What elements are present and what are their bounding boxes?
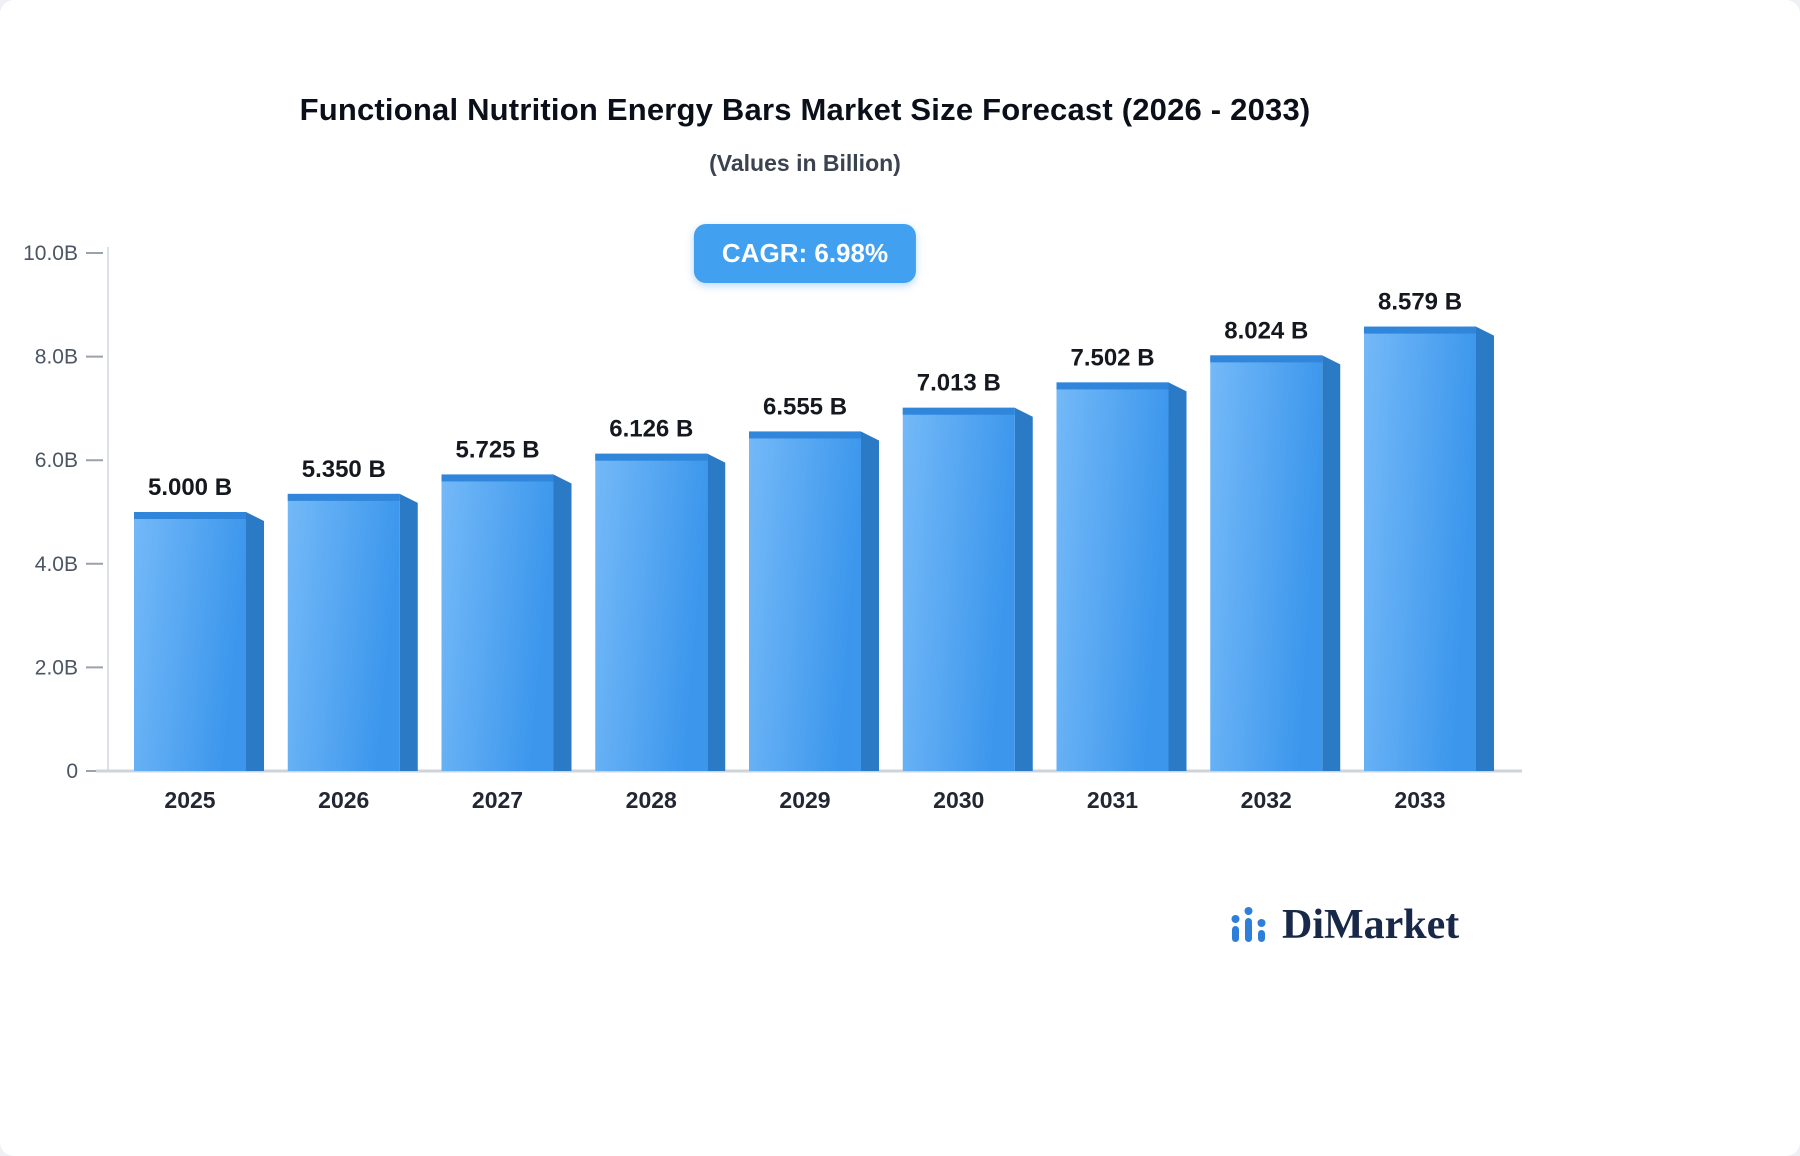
bar-2028: 6.126 B 2028 bbox=[595, 416, 726, 813]
bar-side-face bbox=[1014, 407, 1033, 771]
bar-chart-logo-icon bbox=[1231, 907, 1266, 942]
bar-front-face bbox=[1210, 355, 1323, 771]
bar-value-label: 6.126 B bbox=[609, 416, 693, 443]
bar-top-face bbox=[441, 474, 554, 482]
bar-value-label: 5.725 B bbox=[455, 436, 539, 463]
bar-top-face bbox=[287, 493, 400, 501]
x-axis-label: 2028 bbox=[626, 787, 677, 813]
bar-top-face bbox=[1364, 326, 1476, 334]
y-axis-tick-label: 6.0B bbox=[35, 449, 78, 472]
bar-front-face bbox=[134, 512, 246, 771]
y-axis-tick-label: 8.0B bbox=[35, 346, 78, 369]
bar-2027: 5.725 B 2027 bbox=[441, 436, 572, 813]
bar-front-face bbox=[749, 431, 861, 771]
cagr-badge: CAGR: 6.98% bbox=[693, 224, 917, 283]
bar-value-label: 8.024 B bbox=[1224, 317, 1308, 344]
x-axis-label: 2033 bbox=[1394, 787, 1445, 813]
bar-top-face bbox=[749, 431, 861, 439]
x-axis-label: 2032 bbox=[1241, 787, 1292, 813]
brand-name: DiMarket bbox=[1282, 902, 1460, 948]
bar-side-face bbox=[1168, 382, 1187, 771]
y-axis-tick-label: 4.0B bbox=[35, 553, 78, 576]
bar-side-face bbox=[553, 474, 572, 771]
bar-front-face bbox=[1364, 326, 1476, 771]
x-axis-label: 2030 bbox=[933, 787, 984, 813]
bar-side-face bbox=[399, 493, 418, 771]
bar-2032: 8.024 B 2032 bbox=[1210, 317, 1341, 813]
y-axis-tick-label: 2.0B bbox=[35, 656, 78, 679]
bar-side-face bbox=[1322, 355, 1341, 771]
x-axis-label: 2029 bbox=[779, 787, 830, 813]
bar-front-face bbox=[287, 493, 400, 771]
bar-2029: 6.555 B 2029 bbox=[749, 393, 879, 813]
bar-top-face bbox=[902, 407, 1015, 415]
bar-2033: 8.579 B 2033 bbox=[1364, 289, 1494, 813]
y-axis-tick-label: 0 bbox=[66, 760, 78, 783]
bar-2030: 7.013 B 2030 bbox=[902, 370, 1033, 813]
bar-2031: 7.502 B 2031 bbox=[1056, 344, 1187, 813]
bar-front-face bbox=[1056, 382, 1169, 771]
brand-logo: DiMarket bbox=[1226, 900, 1459, 946]
bar-front-face bbox=[441, 474, 554, 771]
bar-top-face bbox=[1056, 382, 1169, 390]
bar-top-face bbox=[1210, 355, 1323, 363]
x-axis-label: 2025 bbox=[164, 787, 215, 813]
chart-title: Functional Nutrition Energy Bars Market … bbox=[299, 92, 1311, 127]
bar-2026: 5.350 B 2026 bbox=[287, 456, 418, 813]
bar-value-label: 6.555 B bbox=[763, 393, 847, 420]
bar-side-face bbox=[861, 431, 879, 771]
y-axis-tick-label: 10.0B bbox=[23, 242, 78, 265]
x-axis-label: 2031 bbox=[1087, 787, 1138, 813]
bar-value-label: 7.502 B bbox=[1070, 344, 1154, 371]
bar-front-face bbox=[902, 407, 1015, 771]
bar-2025: 5.000 B 2025 bbox=[134, 474, 264, 813]
bar-front-face bbox=[595, 453, 708, 771]
bar-value-label: 5.350 B bbox=[302, 456, 386, 483]
bar-value-label: 5.000 B bbox=[148, 474, 232, 501]
x-axis-label: 2027 bbox=[472, 787, 523, 813]
cagr-badge-label: CAGR: 6.98% bbox=[721, 238, 889, 268]
bar-side-face bbox=[246, 512, 264, 771]
chart-header: Functional Nutrition Energy Bars Market … bbox=[0, 92, 1610, 177]
bar-value-label: 7.013 B bbox=[917, 370, 1001, 397]
chart-subtitle: (Values in Billion) bbox=[709, 150, 901, 176]
x-axis-label: 2026 bbox=[318, 787, 369, 813]
bar-value-label: 8.579 B bbox=[1378, 289, 1462, 316]
bar-side-face bbox=[1476, 326, 1494, 771]
bar-side-face bbox=[707, 453, 726, 771]
bar-top-face bbox=[595, 453, 708, 461]
bar-top-face bbox=[134, 512, 246, 519]
